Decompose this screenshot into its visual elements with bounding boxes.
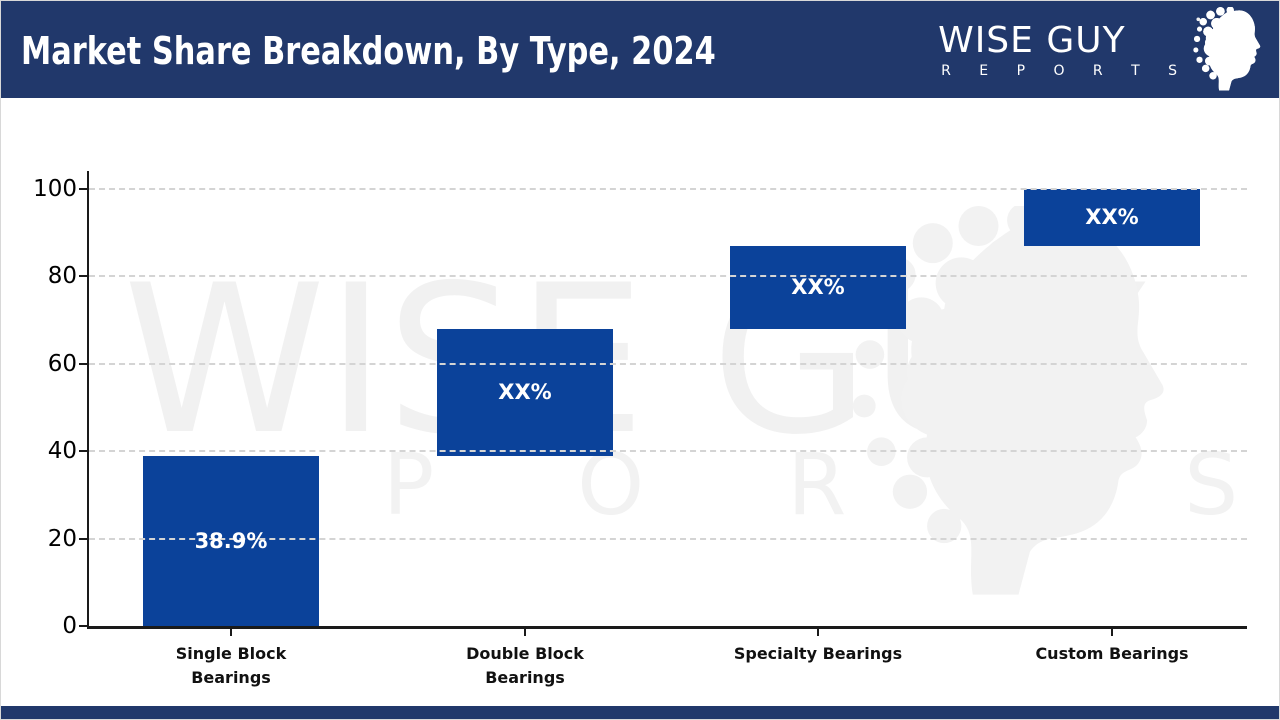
gridline-40 (89, 450, 1247, 453)
bar-value-label: XX% (1085, 205, 1139, 230)
x-axis-category-line: Bearings (485, 668, 565, 687)
y-axis-tick-label: 100 (33, 176, 77, 202)
y-axis-tick-label: 40 (47, 438, 77, 465)
x-axis-line (87, 626, 1247, 629)
gridline-60 (89, 362, 1247, 365)
y-axis-tick (79, 450, 88, 453)
brand-name: WISE GUY (938, 20, 1126, 61)
bar-segment (437, 328, 613, 456)
bar-segment (143, 456, 319, 626)
y-axis-tick (79, 188, 88, 190)
bar-value-label: XX% (498, 380, 552, 405)
x-axis-category-label: Custom Bearings (1002, 642, 1222, 666)
x-axis-category-label: Single Block Bearings (121, 642, 341, 690)
y-axis-tick-label: 20 (47, 525, 77, 552)
brand-logo-text: WISE GUY R E P O R T S (938, 20, 1189, 80)
brand-logo: WISE GUY R E P O R T S (938, 7, 1267, 93)
brand-subname: R E P O R T S (941, 63, 1189, 79)
x-axis-tick (817, 629, 819, 636)
page-title: Market Share Breakdown, By Type, 2024 (21, 29, 716, 73)
y-axis-tick-label: 60 (47, 350, 77, 377)
x-axis-tick (1111, 629, 1113, 636)
y-axis-tick-label: 80 (47, 263, 77, 290)
header-band: Market Share Breakdown, By Type, 2024 WI… (1, 1, 1279, 98)
x-axis-category-label: Specialty Bearings (708, 642, 928, 666)
x-axis-category-line: Double Block (466, 644, 584, 663)
x-axis-tick (230, 629, 232, 636)
footer-band (1, 706, 1279, 719)
bar-value-label: 38.9% (194, 529, 268, 553)
x-axis-category-label: Double Block Bearings (415, 642, 635, 690)
x-axis-category-line: Custom Bearings (1035, 644, 1189, 663)
x-axis-category-line: Single Block (175, 644, 287, 663)
bar-value-label: XX% (791, 275, 845, 300)
y-axis-tick-label: 0 (62, 613, 77, 639)
bar-segment (730, 245, 906, 329)
y-axis-tick (79, 275, 88, 278)
y-axis-tick (79, 362, 88, 365)
gridline-100 (89, 188, 1247, 190)
x-axis-category-line: Specialty Bearings (733, 644, 903, 663)
y-axis-tick (79, 537, 88, 540)
y-axis-line (87, 171, 89, 629)
gridline-80 (89, 275, 1247, 278)
bar-segment (1024, 189, 1200, 246)
brand-head-profile-icon (1193, 7, 1261, 91)
x-axis-category-line: Bearings (191, 668, 271, 687)
y-axis-tick (79, 625, 88, 627)
gridline-20 (89, 537, 1247, 540)
x-axis-tick (524, 629, 526, 636)
